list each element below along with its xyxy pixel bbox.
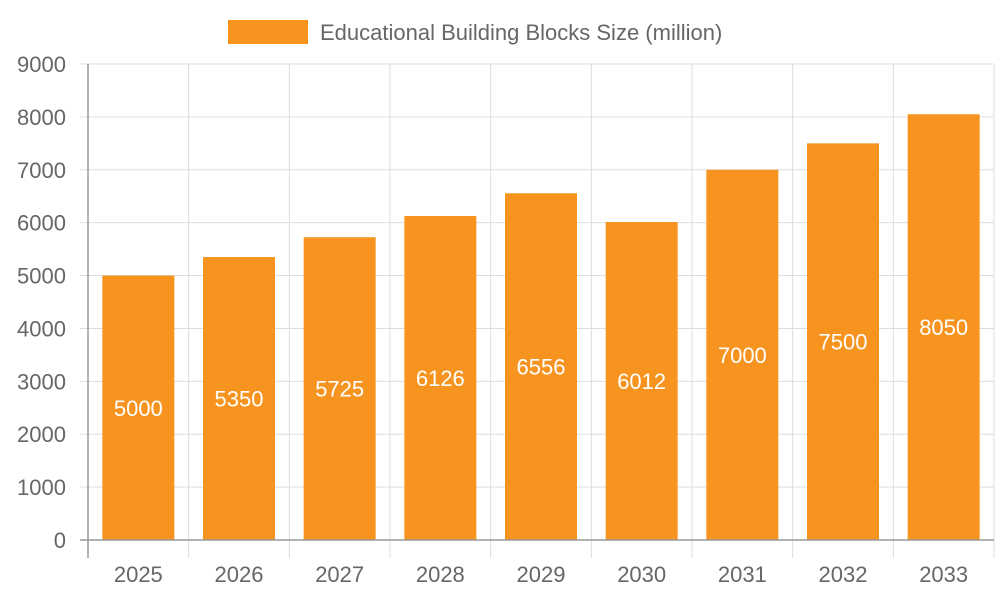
bar [203,257,275,540]
y-tick-label: 0 [54,528,66,553]
data-label: 6556 [517,355,566,380]
data-label: 5725 [315,377,364,402]
x-tick-label: 2028 [416,562,465,587]
x-tick-label: 2032 [819,562,868,587]
data-label: 8050 [919,315,968,340]
data-label: 7000 [718,343,767,368]
y-tick-label: 2000 [17,422,66,447]
data-label: 7500 [819,330,868,355]
data-label: 6126 [416,366,465,391]
axes: 0 1000 2000 3000 4000 5000 6000 7000 8000 9000 202… [17,52,994,587]
legend-label: Educational Building Blocks Size (millio… [320,20,722,45]
bar [404,216,477,540]
y-tick-label: 6000 [17,211,66,236]
bar [605,222,678,541]
bar [303,237,376,540]
x-tick-label: 2031 [718,562,767,587]
y-tick-label: 1000 [17,475,66,500]
data-label: 5000 [114,396,163,421]
x-tick-label: 2029 [517,562,566,587]
y-tick-label: 8000 [17,105,66,130]
y-tick-label: 4000 [17,316,66,341]
x-tick-label: 2026 [215,562,264,587]
bar [505,193,577,540]
bar [807,143,879,541]
y-tick-label: 5000 [17,264,66,289]
data-label: 6012 [617,369,666,394]
y-tick-label: 7000 [17,158,66,183]
x-tick-label: 2033 [919,562,968,587]
legend-swatch [228,20,308,44]
bar [907,114,980,540]
x-tick-label: 2025 [114,562,163,587]
x-tick-label: 2030 [617,562,666,587]
bars: 5000 5350 5725 6126 6556 6012 7000 7500 8050 [102,114,980,541]
data-label: 5350 [215,387,264,412]
y-tick-label: 9000 [17,52,66,77]
legend: Educational Building Blocks Size (millio… [228,20,722,45]
bar [102,275,175,540]
y-tick-label: 3000 [17,369,66,394]
bar [706,169,779,540]
x-tick-label: 2027 [315,562,364,587]
